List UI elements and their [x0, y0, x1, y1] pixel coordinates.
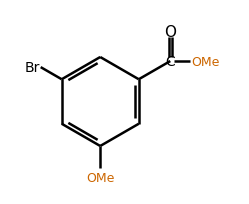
Text: O: O — [164, 24, 176, 39]
Text: C: C — [165, 55, 175, 69]
Text: OMe: OMe — [191, 55, 220, 68]
Text: Br: Br — [24, 61, 40, 75]
Text: OMe: OMe — [86, 171, 115, 184]
